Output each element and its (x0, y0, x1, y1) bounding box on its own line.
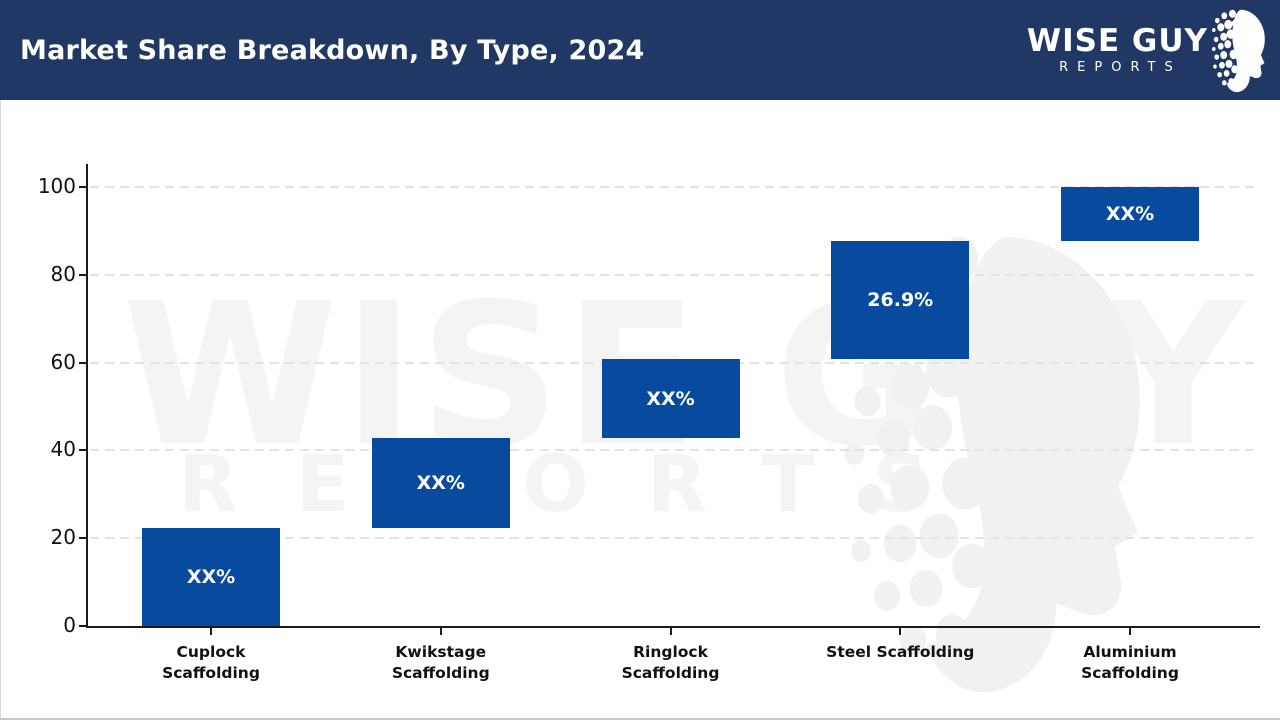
y-tick (79, 361, 87, 364)
y-tick-label: 0 (63, 613, 76, 637)
y-tick-label: 20 (50, 525, 76, 550)
gridline-y-80 (90, 273, 1256, 276)
bar-segment: XX% (371, 438, 510, 528)
y-axis-spine (86, 164, 88, 628)
gridline-y-20 (90, 537, 1256, 540)
y-tick (79, 537, 87, 540)
x-tick (669, 628, 672, 635)
x-tick (899, 628, 902, 635)
brand-logo-subtitle: REPORTS (1059, 60, 1182, 75)
y-tick-label: 60 (50, 349, 76, 374)
gridline-y-40 (90, 449, 1256, 452)
x-tick-label: Steel Scaffolding (826, 643, 975, 661)
bar-segment: XX% (1061, 187, 1199, 241)
x-tick-label: Aluminium Scaffolding (1081, 643, 1179, 682)
x-tick-label: Kwikstage Scaffolding (391, 643, 490, 682)
y-tick-label: 40 (50, 437, 76, 462)
x-tick-label: Ringlock Scaffolding (621, 643, 720, 682)
y-tick (79, 625, 87, 627)
brand-logo: WISE GUY REPORTS (990, 0, 1280, 100)
brand-logo-name: WISE GUY (1026, 23, 1208, 59)
watermark-text-reports: REPORTS (178, 440, 987, 530)
x-tick (1129, 628, 1131, 635)
gridline-y-100 (90, 186, 1256, 188)
brand-logo-text: WISE GUY REPORTS (1027, 24, 1208, 75)
y-tick (79, 449, 87, 452)
x-tick (439, 628, 442, 635)
y-tick-label: 100 (37, 174, 76, 198)
x-axis-spine (86, 626, 1260, 628)
bar-value-label: XX% (1105, 202, 1155, 225)
left-border (0, 100, 1, 718)
bar-segment: 26.9% (831, 240, 970, 360)
bar-value-label: XX% (186, 565, 236, 588)
bar-value-label: XX% (646, 387, 695, 410)
y-tick (79, 186, 87, 188)
bar-segment: XX% (142, 527, 280, 626)
bar-value-label: XX% (416, 471, 465, 494)
page-title: Market Share Breakdown, By Type, 2024 (20, 34, 645, 66)
bar-value-label: 26.9% (867, 289, 934, 312)
x-tick (210, 628, 212, 635)
brand-head-icon (1208, 7, 1272, 95)
header-bar: Market Share Breakdown, By Type, 2024 WI… (0, 0, 1280, 100)
bottom-border (0, 718, 1280, 720)
y-tick (79, 273, 87, 276)
y-tick-label: 80 (50, 261, 76, 286)
bar-segment: XX% (601, 359, 740, 439)
x-tick-label: Cuplock Scaffolding (162, 643, 260, 682)
